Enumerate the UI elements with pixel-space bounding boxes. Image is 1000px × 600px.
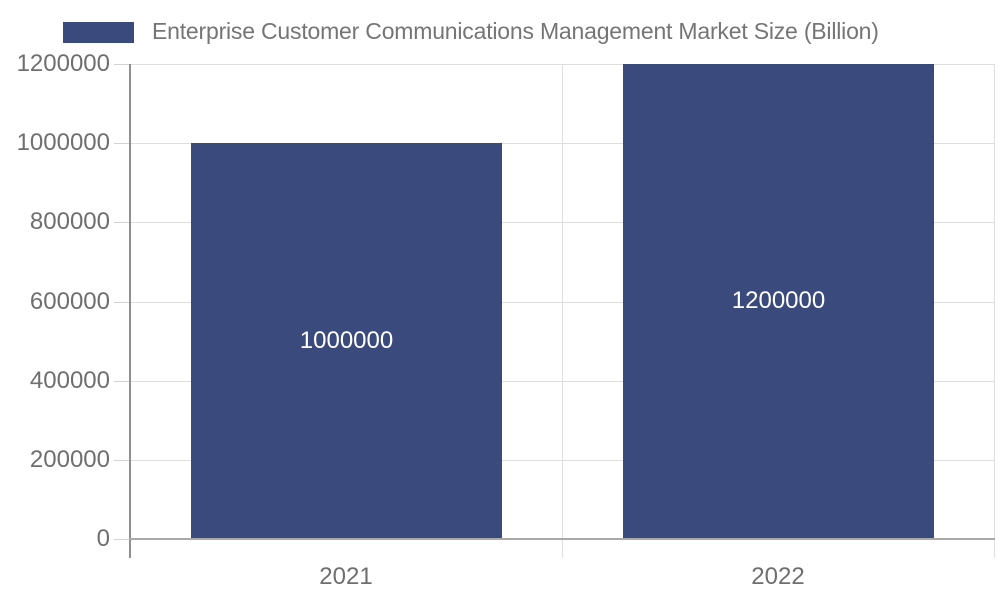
y-axis-tick — [114, 539, 130, 540]
x-tick-label-2022: 2022 — [751, 563, 805, 590]
y-tick-label: 800000 — [29, 208, 110, 235]
legend-label-chart-title: Enterprise Customer Communications Manag… — [152, 18, 879, 44]
gridline-vertical — [562, 64, 563, 539]
bar-2022: 1200000 — [623, 64, 934, 538]
legend-swatch — [63, 22, 134, 43]
y-axis-line — [129, 64, 131, 558]
bar-value-label: 1000000 — [299, 326, 394, 354]
x-axis-baseline — [129, 538, 995, 540]
bar-value-label: 1200000 — [731, 287, 826, 314]
y-tick-label: 0 — [96, 525, 110, 552]
y-tick-label: 1200000 — [16, 50, 110, 77]
gridline-vertical — [994, 64, 995, 539]
bar-2021: 1000000 — [191, 143, 502, 538]
y-axis-tick — [114, 143, 130, 144]
y-axis-tick — [114, 302, 130, 303]
y-tick-label: 1000000 — [16, 129, 110, 156]
x-tick-label-2021: 2021 — [319, 563, 373, 590]
y-axis-tick — [114, 381, 130, 382]
y-axis-tick — [114, 222, 130, 223]
y-axis-tick — [114, 460, 130, 461]
x-axis-tick — [562, 539, 563, 558]
y-tick-label: 600000 — [29, 288, 110, 315]
y-tick-label: 400000 — [29, 367, 110, 394]
y-axis-tick — [114, 64, 130, 65]
x-axis-tick — [994, 539, 995, 558]
y-tick-label: 200000 — [29, 446, 110, 473]
